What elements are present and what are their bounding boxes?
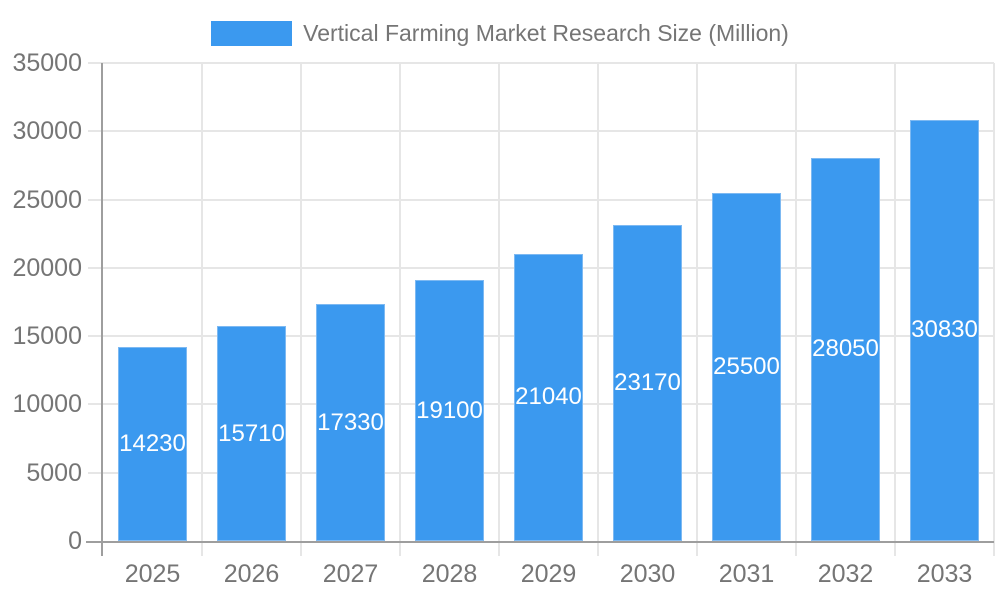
x-axis-tick-label: 2026 xyxy=(223,560,280,588)
bar[interactable] xyxy=(514,253,583,541)
vertical-gridline xyxy=(894,63,896,556)
y-axis-tick-label: 15000 xyxy=(12,322,82,351)
y-axis-tick-label: 20000 xyxy=(12,253,82,282)
y-axis-tick-label: 5000 xyxy=(26,458,82,487)
bar[interactable] xyxy=(613,224,682,541)
legend-swatch xyxy=(211,20,293,46)
x-axis-tick-label: 2033 xyxy=(916,560,973,588)
bar[interactable] xyxy=(415,280,484,541)
bar-value-label: 21040 xyxy=(515,383,582,411)
bar-value-label: 17330 xyxy=(317,408,384,436)
y-axis-tick-label: 25000 xyxy=(12,185,82,214)
y-axis-tick-label: 0 xyxy=(68,527,82,555)
chart-legend: Vertical Farming Market Research Size (M… xyxy=(0,18,1000,48)
bar[interactable] xyxy=(712,192,781,541)
bar[interactable] xyxy=(217,326,286,541)
x-axis-tick-label: 2029 xyxy=(520,560,577,588)
bar[interactable] xyxy=(811,157,880,541)
bar-value-label: 19100 xyxy=(416,396,483,424)
bar-value-label: 23170 xyxy=(614,368,681,396)
vertical-gridline xyxy=(399,63,401,556)
bar-value-label: 15710 xyxy=(218,419,285,447)
y-axis-tick-label: 10000 xyxy=(12,390,82,419)
x-axis-tick-label: 2027 xyxy=(322,560,379,588)
bar[interactable] xyxy=(316,304,385,541)
legend-label: Vertical Farming Market Research Size (M… xyxy=(303,19,789,46)
x-axis-tick-label: 2025 xyxy=(124,560,181,588)
bar-value-label: 25500 xyxy=(713,352,780,380)
plot-area: 14230 15710 17330 19100 21040 23170 25500 28050… xyxy=(86,62,995,556)
horizontal-gridline xyxy=(88,62,994,64)
bar-value-label: 28050 xyxy=(812,335,879,363)
y-axis-tick-label: 35000 xyxy=(12,49,82,77)
y-axis-line xyxy=(101,63,103,556)
vertical-gridline xyxy=(597,63,599,556)
vertical-gridline xyxy=(993,63,995,556)
bar[interactable] xyxy=(118,346,187,541)
vertical-gridline xyxy=(201,63,203,556)
x-axis-line xyxy=(86,541,994,543)
vertical-gridline xyxy=(300,63,302,556)
vertical-gridline xyxy=(696,63,698,556)
x-axis-tick-label: 2030 xyxy=(619,560,676,588)
horizontal-gridline xyxy=(88,130,994,133)
x-axis-tick-label: 2031 xyxy=(718,560,775,588)
y-axis-tick-label: 30000 xyxy=(12,117,82,146)
x-axis-tick-label: 2032 xyxy=(817,560,874,588)
x-axis-tick-label: 2028 xyxy=(421,560,478,588)
bar[interactable] xyxy=(910,119,979,541)
bar-value-label: 30830 xyxy=(911,316,978,344)
horizontal-gridline xyxy=(88,198,994,201)
vertical-gridline xyxy=(795,63,797,556)
bar-value-label: 14230 xyxy=(119,429,186,457)
vertical-gridline xyxy=(498,63,500,556)
